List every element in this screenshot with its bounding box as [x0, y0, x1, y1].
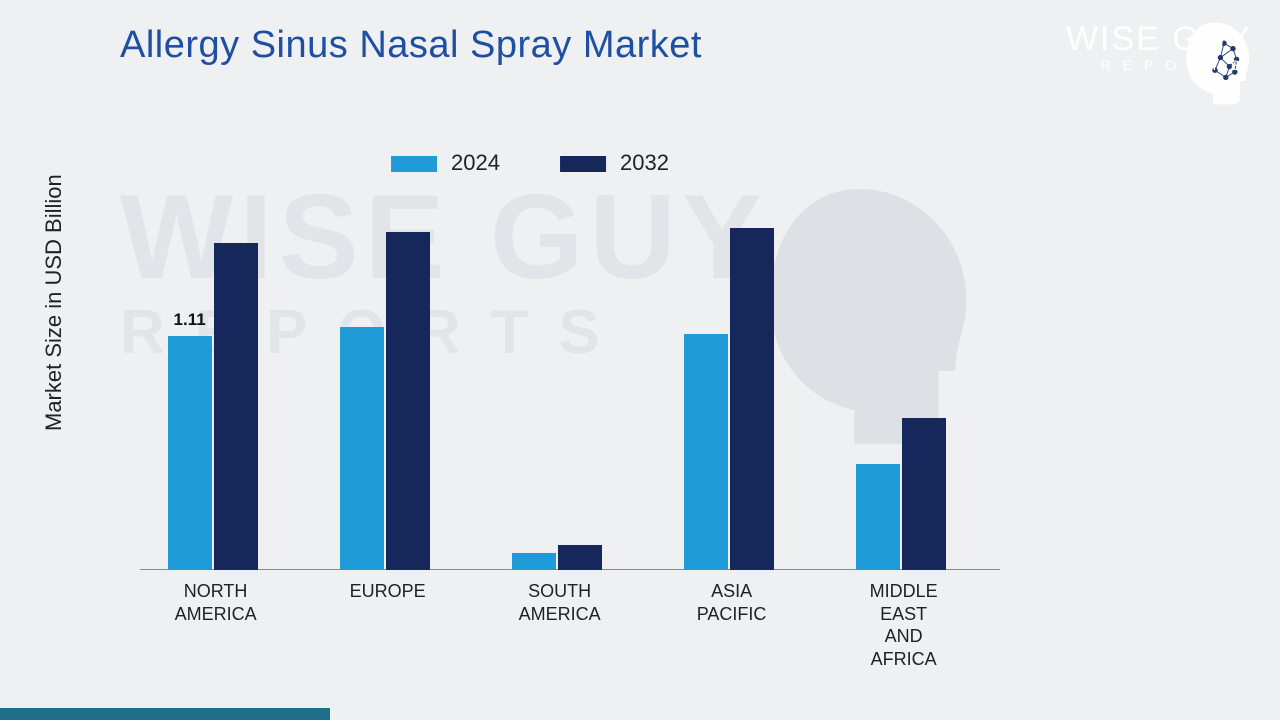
bar — [340, 327, 384, 570]
bar — [684, 334, 728, 570]
bar — [902, 418, 946, 570]
category-label: NORTHAMERICA — [146, 580, 286, 625]
bar — [214, 243, 258, 570]
legend-item: 2024 — [391, 150, 500, 176]
bar — [386, 232, 430, 570]
y-axis-label: Market Size in USD Billion — [41, 174, 67, 431]
category-label: EUROPE — [318, 580, 458, 603]
legend: 2024 2032 — [391, 150, 669, 176]
legend-swatch — [560, 156, 606, 172]
bar — [730, 228, 774, 570]
chart-title: Allergy Sinus Nasal Spray Market — [120, 24, 702, 67]
brand-line1: WISE GUY — [1066, 20, 1252, 59]
bar — [558, 545, 602, 570]
chart: Market Size in USD Billion 20242032 1.11… — [60, 150, 1000, 690]
category-label: MIDDLEEASTANDAFRICA — [834, 580, 974, 670]
bar: 1.11 — [168, 336, 212, 570]
bar — [512, 553, 556, 570]
stage: Allergy Sinus Nasal Spray Market WISE GU… — [0, 0, 1280, 720]
legend-label: 2024 — [451, 150, 500, 175]
brand-logo-text: WISE GUY REPORTS — [1066, 20, 1252, 73]
plot-area: 1.11NORTHAMERICAEUROPESOUTHAMERICAASIAPA… — [140, 190, 1000, 570]
bar-value-label: 1.11 — [174, 310, 206, 330]
category-label: ASIAPACIFIC — [662, 580, 802, 625]
legend-label: 2032 — [620, 150, 669, 175]
category-label: SOUTHAMERICA — [490, 580, 630, 625]
bottom-accent-bar — [0, 708, 330, 720]
bar — [856, 464, 900, 570]
legend-swatch — [391, 156, 437, 172]
legend-item: 2032 — [560, 150, 669, 176]
brand-line2: REPORTS — [1066, 57, 1252, 73]
